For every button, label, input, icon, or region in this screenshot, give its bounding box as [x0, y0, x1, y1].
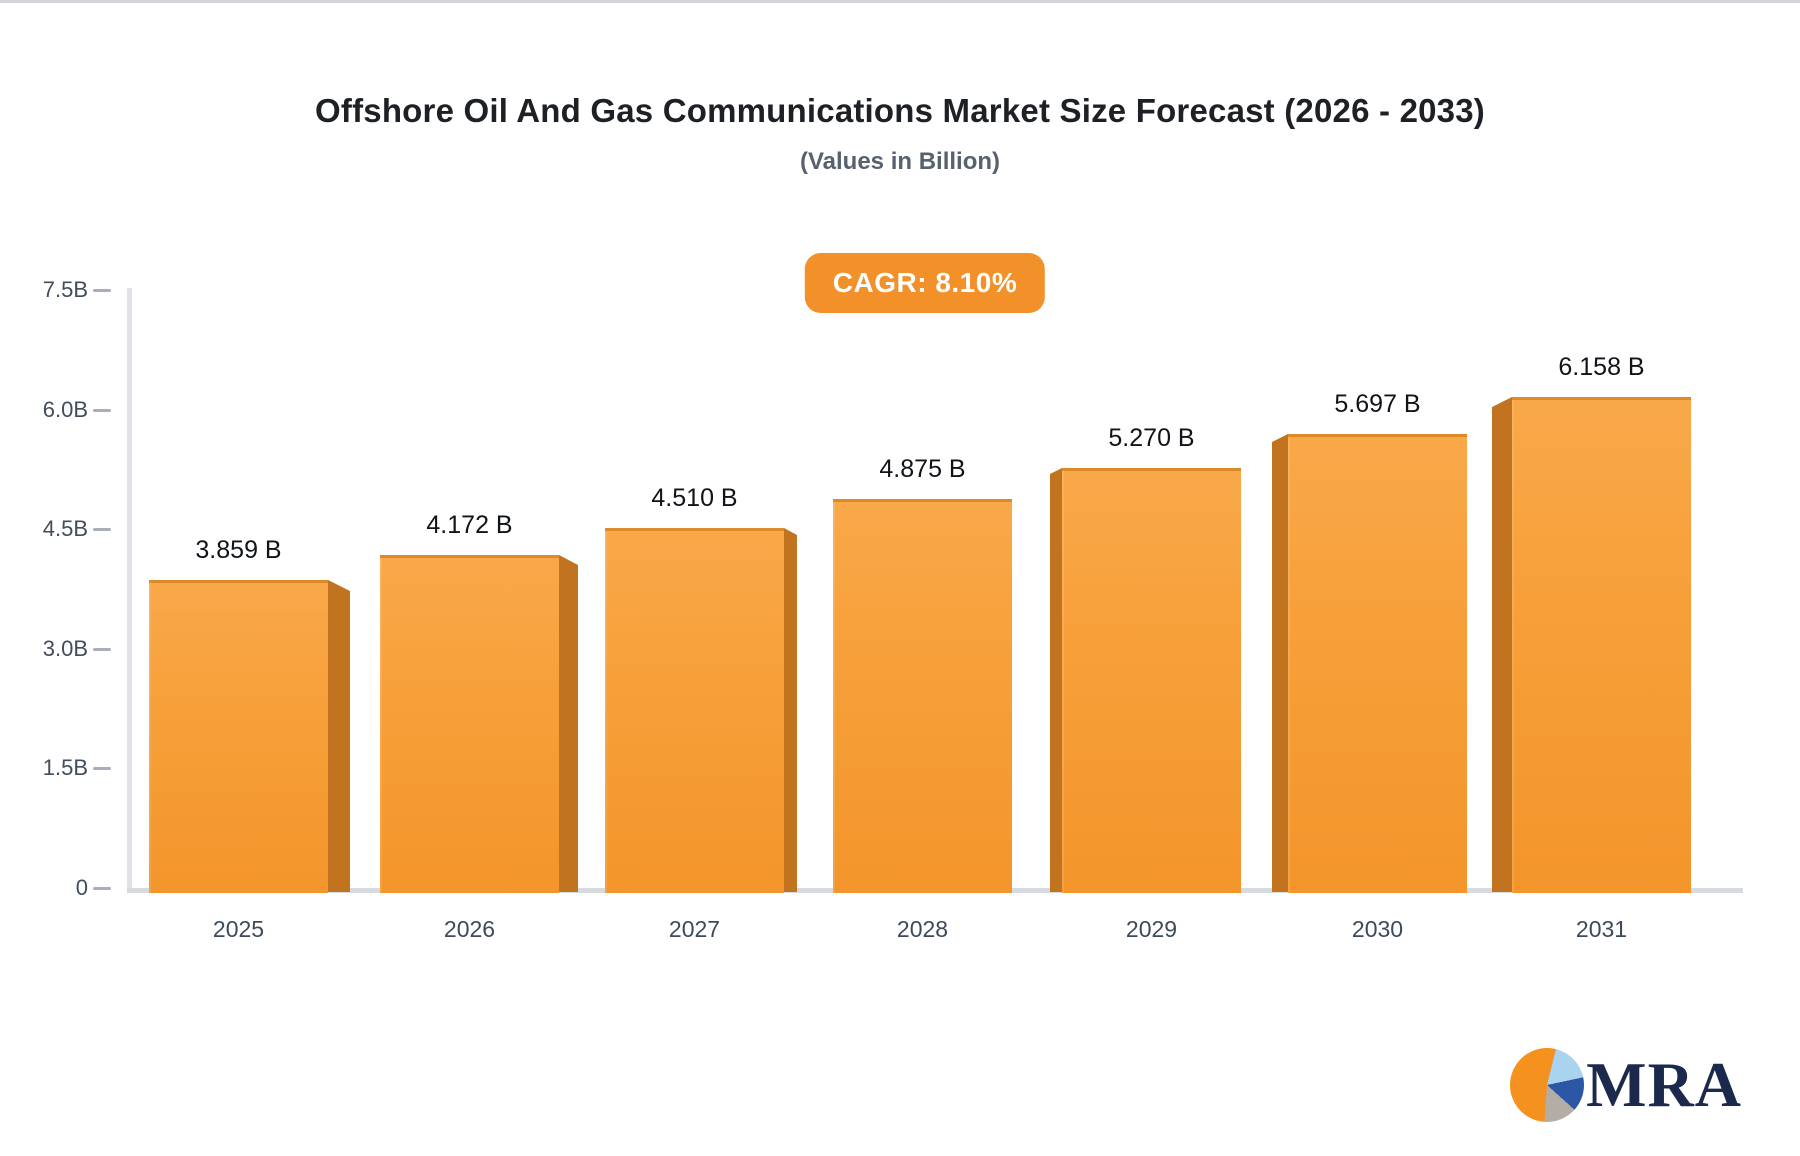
bar-2026 — [380, 555, 559, 893]
bar-3d-side — [1492, 397, 1512, 892]
brand-name: MRA — [1586, 1049, 1742, 1120]
y-tick-mark — [93, 408, 111, 412]
y-tick-label: 1.5B — [42, 755, 88, 781]
bar-2027 — [605, 528, 784, 893]
y-tick-mark — [93, 647, 111, 651]
y-tick-mark — [93, 887, 111, 890]
pie-chart-icon — [1510, 1048, 1585, 1122]
bar-2025 — [149, 580, 328, 893]
bar-2029 — [1062, 468, 1241, 893]
cagr-badge: CAGR: 8.10% — [804, 253, 1046, 313]
bar-value-label: 6.158 B — [1558, 353, 1645, 381]
top-divider — [0, 0, 1800, 3]
y-axis-line — [127, 288, 132, 890]
bar-2031 — [1512, 397, 1691, 893]
y-tick-mark — [93, 289, 111, 292]
y-tick-label: 3.0B — [42, 635, 88, 661]
y-tick-label: 7.5B — [42, 277, 88, 302]
x-axis-label: 2028 — [896, 916, 949, 942]
x-axis-label: 2025 — [212, 916, 265, 942]
chart-subtitle: (Values in Billion) — [799, 148, 1001, 175]
y-tick-label: 0 — [75, 875, 88, 900]
bar-3d-side — [1272, 434, 1288, 892]
bar-3d-side — [784, 528, 797, 892]
bar-value-label: 5.697 B — [1334, 390, 1421, 418]
y-tick-label: 4.5B — [42, 516, 88, 542]
bar-3d-side — [1050, 468, 1062, 892]
bar-value-label: 4.172 B — [426, 511, 513, 539]
y-tick-mark — [93, 767, 111, 771]
bar-2028 — [833, 499, 1012, 893]
bar-3d-side — [328, 580, 350, 892]
y-tick-mark — [93, 528, 111, 532]
x-axis-label: 2030 — [1351, 916, 1404, 942]
y-tick-label: 6.0B — [42, 396, 88, 422]
x-axis-label: 2031 — [1575, 916, 1628, 942]
x-axis-label: 2029 — [1125, 916, 1178, 942]
bar-value-label: 4.875 B — [879, 455, 966, 483]
x-axis-label: 2027 — [668, 916, 721, 942]
chart-title: Offshore Oil And Gas Communications Mark… — [315, 92, 1485, 129]
bar-3d-side — [559, 555, 578, 892]
bar-value-label: 4.510 B — [651, 484, 738, 512]
bar-value-label: 3.859 B — [195, 536, 282, 564]
bar-value-label: 5.270 B — [1108, 424, 1195, 452]
x-axis-label: 2026 — [443, 916, 496, 942]
brand-logo: MRA — [1510, 1048, 1742, 1122]
bar-2030 — [1288, 434, 1467, 893]
